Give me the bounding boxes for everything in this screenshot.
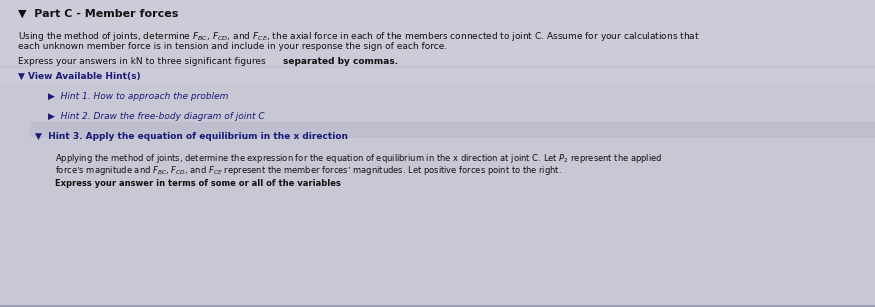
Text: ▶  Hint 1. How to approach the problem: ▶ Hint 1. How to approach the problem (48, 92, 228, 101)
Text: ▶  Hint 2. Draw the free-body diagram of joint C: ▶ Hint 2. Draw the free-body diagram of … (48, 112, 264, 121)
Text: ▼  Hint 3. Apply the equation of equilibrium in the x direction: ▼ Hint 3. Apply the equation of equilibr… (35, 132, 348, 141)
Text: ▼ View Available Hint(s): ▼ View Available Hint(s) (18, 72, 141, 81)
Bar (0, 305, 875, 307)
Text: Applying the method of joints, determine the expression for the equation of equi: Applying the method of joints, determine… (55, 152, 662, 165)
Text: ▼  Part C - Member forces: ▼ Part C - Member forces (18, 9, 178, 19)
Text: force’s magnitude and $F_{BC}$, $F_{CD}$, and $F_{CE}$ represent the member forc: force’s magnitude and $F_{BC}$, $F_{CD}$… (55, 164, 562, 177)
Bar (0, 66, 875, 68)
Text: Using the method of joints, determine $F_{BC}$, $F_{CD}$, and $F_{CE}$, the axia: Using the method of joints, determine $F… (18, 30, 700, 43)
Text: each unknown member force is in tension and include in your response the sign of: each unknown member force is in tension … (18, 42, 447, 51)
Text: Express your answer in terms of some or all of the variables: Express your answer in terms of some or … (55, 179, 344, 188)
Bar (30, 122, 875, 138)
Bar (0, 82, 875, 307)
Text: Express your answers in kN to three significant figures: Express your answers in kN to three sign… (18, 57, 269, 66)
Text: separated by commas.: separated by commas. (283, 57, 398, 66)
